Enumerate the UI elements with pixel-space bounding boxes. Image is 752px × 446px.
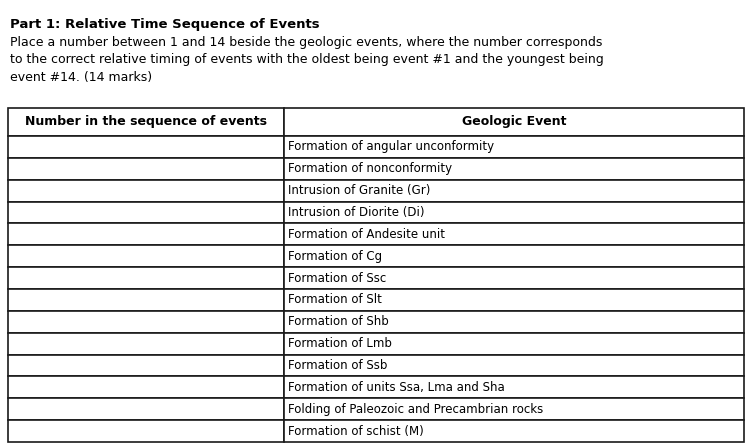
Bar [8, 267, 284, 289]
Bar [284, 311, 744, 333]
Bar [284, 245, 744, 267]
Bar [284, 267, 744, 289]
Bar [8, 376, 284, 398]
Bar [284, 420, 744, 442]
Text: Formation of Shb: Formation of Shb [288, 315, 389, 328]
Bar [284, 289, 744, 311]
Bar [8, 289, 284, 311]
Bar [284, 180, 744, 202]
Bar [8, 158, 284, 180]
Bar [8, 108, 284, 136]
Text: Part 1: Relative Time Sequence of Events: Part 1: Relative Time Sequence of Events [10, 18, 320, 31]
Text: Intrusion of Diorite (Di): Intrusion of Diorite (Di) [288, 206, 424, 219]
Bar [284, 136, 744, 158]
Text: Intrusion of Granite (Gr): Intrusion of Granite (Gr) [288, 184, 430, 197]
Bar [284, 376, 744, 398]
Bar [8, 136, 284, 158]
Bar [284, 202, 744, 223]
Bar [8, 355, 284, 376]
Bar [8, 180, 284, 202]
Bar [8, 223, 284, 245]
Text: Formation of nonconformity: Formation of nonconformity [288, 162, 452, 175]
Bar [8, 398, 284, 420]
Bar [8, 420, 284, 442]
Bar [284, 158, 744, 180]
Bar [8, 333, 284, 355]
Bar [8, 245, 284, 267]
Text: Formation of schist (M): Formation of schist (M) [288, 425, 423, 438]
Bar [284, 398, 744, 420]
Text: Formation of Slt: Formation of Slt [288, 293, 382, 306]
Text: Formation of Lmb: Formation of Lmb [288, 337, 392, 350]
Bar [8, 202, 284, 223]
Text: Formation of Ssc: Formation of Ssc [288, 272, 387, 285]
Text: Geologic Event: Geologic Event [462, 116, 566, 128]
Bar [284, 333, 744, 355]
Text: Formation of units Ssa, Lma and Sha: Formation of units Ssa, Lma and Sha [288, 381, 505, 394]
Text: Formation of Ssb: Formation of Ssb [288, 359, 387, 372]
Bar [284, 355, 744, 376]
Bar [284, 108, 744, 136]
Text: Formation of Andesite unit: Formation of Andesite unit [288, 228, 445, 241]
Text: Folding of Paleozoic and Precambrian rocks: Folding of Paleozoic and Precambrian roc… [288, 403, 543, 416]
Text: Place a number between 1 and 14 beside the geologic events, where the number cor: Place a number between 1 and 14 beside t… [10, 36, 604, 84]
Text: Formation of Cg: Formation of Cg [288, 250, 382, 263]
Bar [284, 223, 744, 245]
Text: Number in the sequence of events: Number in the sequence of events [25, 116, 267, 128]
Text: Formation of angular unconformity: Formation of angular unconformity [288, 140, 494, 153]
Bar [8, 311, 284, 333]
